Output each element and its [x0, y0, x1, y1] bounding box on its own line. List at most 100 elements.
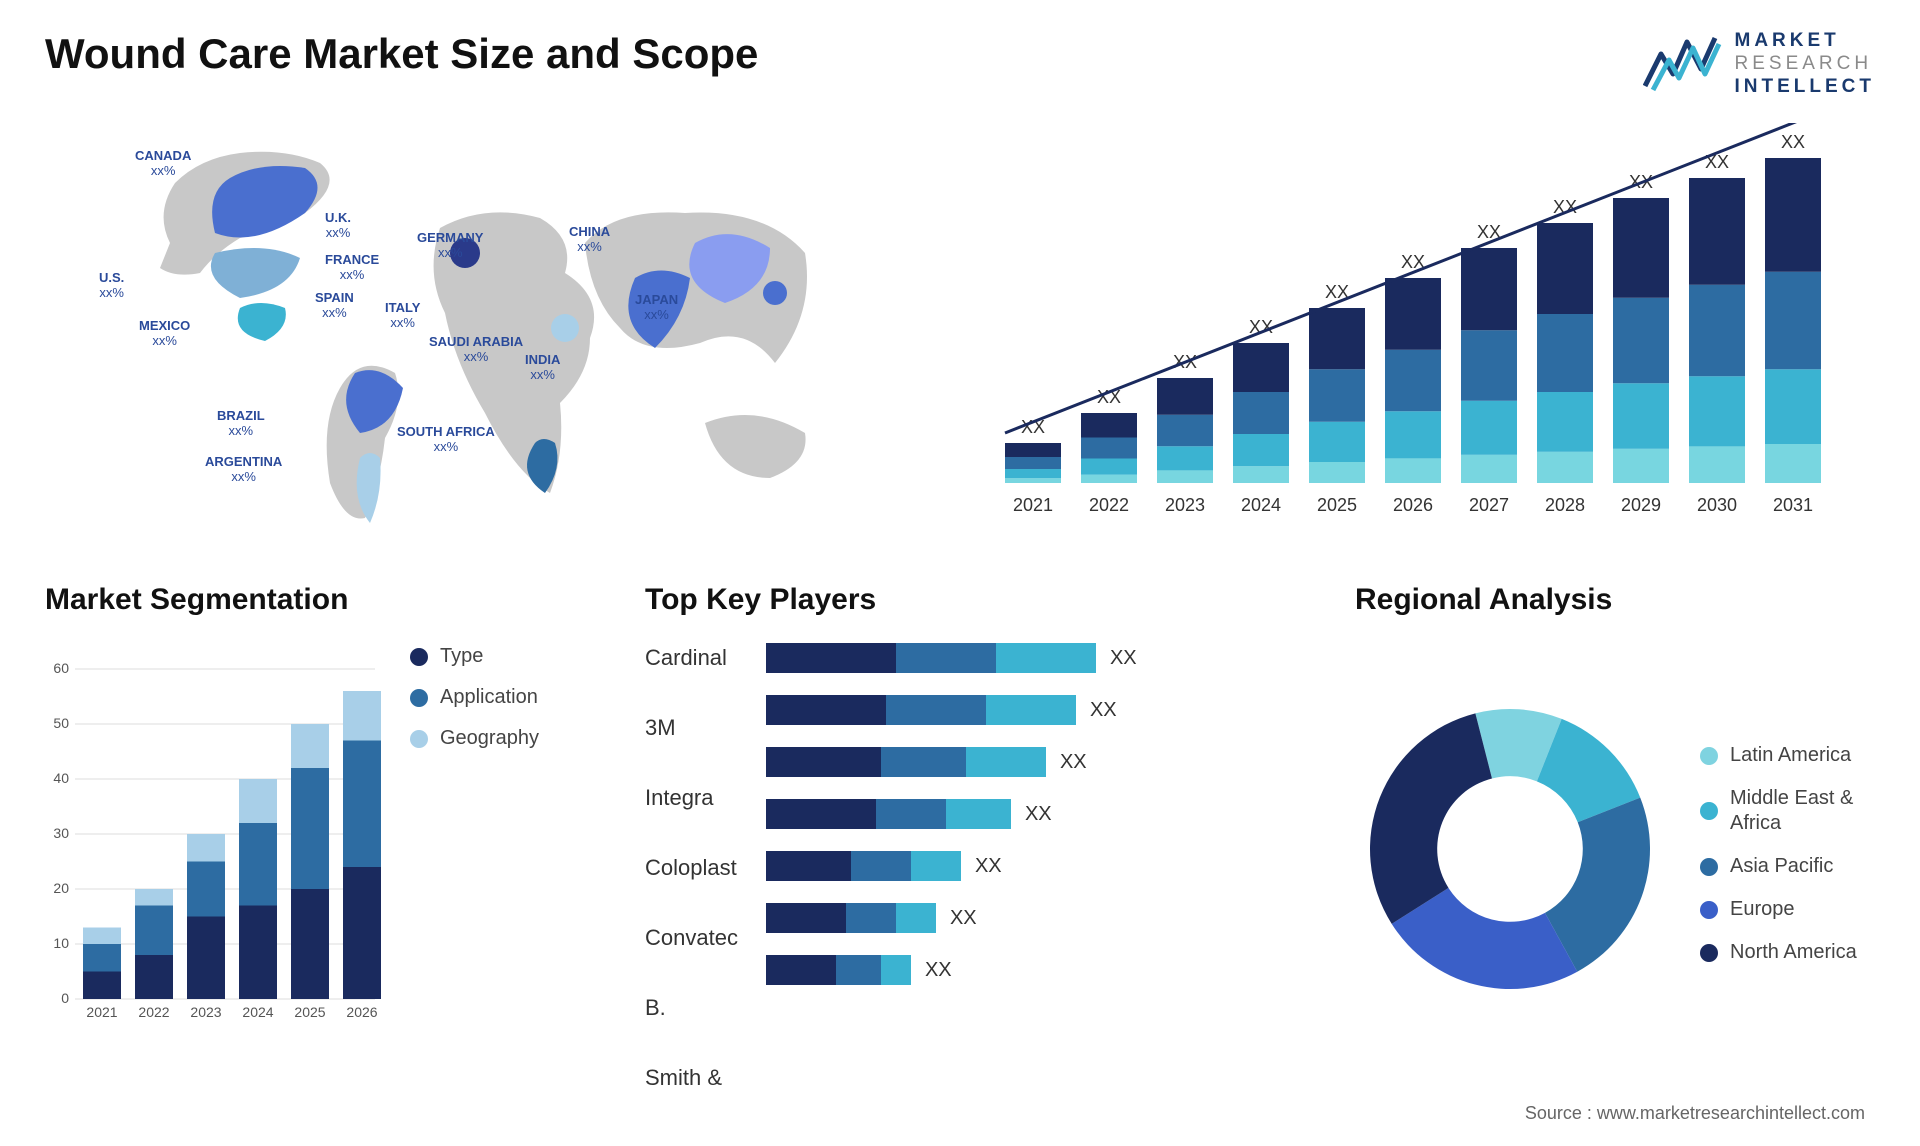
- player-bar: [766, 851, 961, 881]
- growth-bar-segment: [1309, 370, 1365, 423]
- growth-bar-segment: [1233, 467, 1289, 484]
- player-bars: XXXXXXXXXXXXXX: [766, 635, 1315, 1117]
- player-bar-row: XX: [766, 695, 1315, 725]
- player-bar-segment: [876, 799, 946, 829]
- segmentation-legend-item: Geography: [410, 727, 539, 750]
- player-bar-segment: [881, 955, 911, 985]
- logo-line3: INTELLECT: [1735, 76, 1876, 99]
- map-label: JAPANxx%: [635, 293, 678, 323]
- svg-text:2026: 2026: [346, 1004, 377, 1020]
- growth-bar-segment: [1385, 350, 1441, 412]
- player-bar-segment: [766, 955, 836, 985]
- map-label: U.K.xx%: [325, 211, 351, 241]
- player-name: Cardinal: [645, 645, 738, 697]
- growth-bar-year: 2029: [1621, 495, 1661, 515]
- page-title: Wound Care Market Size and Scope: [45, 30, 758, 78]
- growth-bar-segment: [1005, 469, 1061, 478]
- world-map-panel: CANADAxx%U.S.xx%MEXICOxx%BRAZILxx%ARGENT…: [45, 123, 945, 543]
- player-bar-segment: [986, 695, 1076, 725]
- player-bar-value: XX: [1025, 803, 1052, 826]
- growth-bar-year: 2027: [1469, 495, 1509, 515]
- player-bar-value: XX: [975, 855, 1002, 878]
- growth-bar-segment: [1233, 434, 1289, 466]
- growth-bar-segment: [1309, 308, 1365, 369]
- growth-bar-segment: [1081, 413, 1137, 438]
- player-bar-segment: [766, 643, 896, 673]
- growth-bar-segment: [1613, 449, 1669, 483]
- growth-bar-segment: [1613, 384, 1669, 450]
- growth-chart-svg: XX2021XX2022XX2023XX2024XX2025XX2026XX20…: [985, 123, 1875, 543]
- map-label: GERMANYxx%: [417, 231, 483, 261]
- growth-bar-segment: [1765, 158, 1821, 272]
- map-label: MEXICOxx%: [139, 319, 190, 349]
- brand-logo: MARKET RESEARCH INTELLECT: [1643, 30, 1876, 98]
- growth-bar-segment: [1537, 314, 1593, 392]
- player-bar-row: XX: [766, 799, 1315, 829]
- growth-bar-segment: [1537, 392, 1593, 452]
- growth-bar-segment: [1461, 455, 1517, 483]
- segmentation-bar-segment: [187, 862, 225, 917]
- player-bar-segment: [896, 643, 996, 673]
- svg-text:30: 30: [53, 825, 69, 841]
- player-name: Convatec: [645, 925, 738, 977]
- segmentation-bar-segment: [343, 691, 381, 741]
- player-bar-row: XX: [766, 643, 1315, 673]
- source-attribution: Source : www.marketresearchintellect.com: [1525, 1103, 1865, 1124]
- bottom-row: Market Segmentation 01020304050602021202…: [45, 583, 1875, 1063]
- growth-bar-segment: [1613, 298, 1669, 384]
- player-bar-segment: [966, 747, 1046, 777]
- segmentation-bar-segment: [187, 917, 225, 1000]
- segmentation-bar-segment: [239, 906, 277, 1000]
- player-bar-value: XX: [1060, 751, 1087, 774]
- svg-text:60: 60: [53, 660, 69, 676]
- regional-legend-item: Europe: [1700, 897, 1875, 922]
- player-bar: [766, 903, 936, 933]
- player-name: 3M: [645, 715, 738, 767]
- player-bar-segment: [911, 851, 961, 881]
- svg-text:2021: 2021: [86, 1004, 117, 1020]
- map-label: U.S.xx%: [99, 271, 124, 301]
- growth-bar-value: XX: [1781, 132, 1805, 152]
- segmentation-legend: TypeApplicationGeography: [410, 635, 539, 1063]
- segmentation-legend-item: Type: [410, 645, 539, 668]
- segmentation-bar-segment: [239, 823, 277, 906]
- logo-text: MARKET RESEARCH INTELLECT: [1735, 30, 1876, 98]
- map-label: CANADAxx%: [135, 149, 191, 179]
- growth-bar-year: 2022: [1089, 495, 1129, 515]
- player-name: B.: [645, 995, 738, 1047]
- growth-bar-segment: [1309, 462, 1365, 483]
- regional-panel: Regional Analysis Latin AmericaMiddle Ea…: [1355, 583, 1875, 1063]
- growth-bar-year: 2024: [1241, 495, 1281, 515]
- growth-bar-segment: [1005, 457, 1061, 469]
- growth-bar-year: 2023: [1165, 495, 1205, 515]
- growth-bar-segment: [1537, 223, 1593, 314]
- player-name: Coloplast: [645, 855, 738, 907]
- svg-text:2023: 2023: [190, 1004, 221, 1020]
- player-bar: [766, 799, 1011, 829]
- growth-bar-year: 2026: [1393, 495, 1433, 515]
- growth-bar-year: 2025: [1317, 495, 1357, 515]
- growth-bar-year: 2031: [1773, 495, 1813, 515]
- segmentation-panel: Market Segmentation 01020304050602021202…: [45, 583, 605, 1063]
- segmentation-chart: 0102030405060202120222023202420252026: [45, 635, 385, 1063]
- regional-legend-item: North America: [1700, 940, 1875, 965]
- top-row: CANADAxx%U.S.xx%MEXICOxx%BRAZILxx%ARGENT…: [45, 123, 1875, 543]
- growth-bar-segment: [1537, 452, 1593, 483]
- player-bar-segment: [886, 695, 986, 725]
- logo-line1: MARKET: [1735, 30, 1876, 53]
- key-players-panel: Top Key Players Cardinal3MIntegraColopla…: [645, 583, 1315, 1063]
- segmentation-title: Market Segmentation: [45, 583, 605, 617]
- segmentation-bar-segment: [291, 889, 329, 999]
- player-bar-segment: [851, 851, 911, 881]
- player-names-list: Cardinal3MIntegraColoplastConvatecB.Smit…: [645, 635, 738, 1117]
- svg-text:10: 10: [53, 935, 69, 951]
- growth-bar-segment: [1765, 272, 1821, 370]
- growth-bar-year: 2021: [1013, 495, 1053, 515]
- svg-text:20: 20: [53, 880, 69, 896]
- segmentation-bar-segment: [291, 768, 329, 889]
- header: Wound Care Market Size and Scope MARKET …: [45, 30, 1875, 98]
- player-bar-segment: [836, 955, 881, 985]
- regional-legend-item: Asia Pacific: [1700, 854, 1875, 879]
- svg-text:2024: 2024: [242, 1004, 273, 1020]
- growth-bar-segment: [1233, 343, 1289, 392]
